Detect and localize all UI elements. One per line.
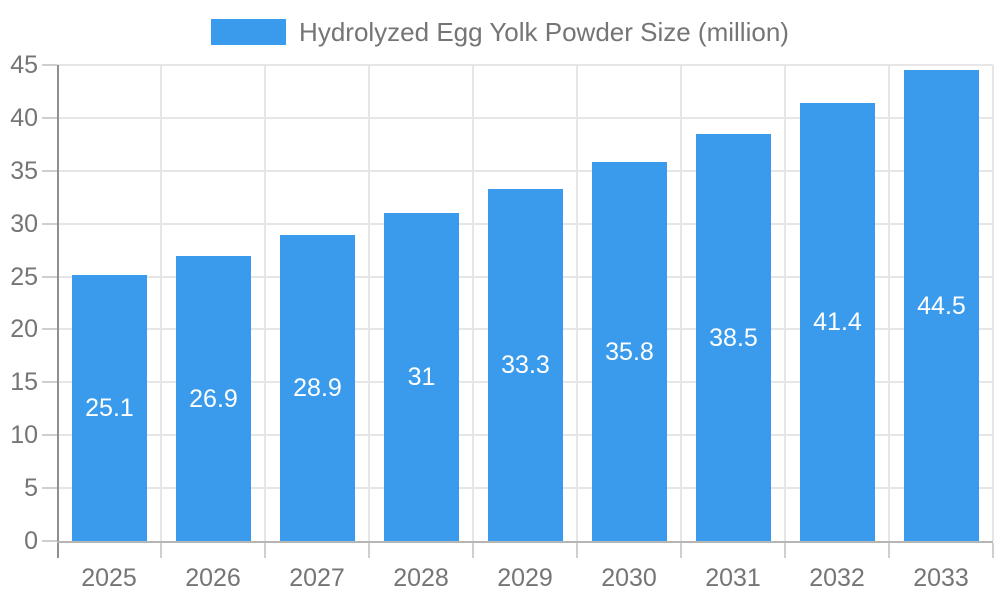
y-axis-label: 45 [10, 51, 38, 79]
x-axis-line [57, 541, 993, 543]
y-axis-label: 15 [10, 368, 38, 396]
x-axis-label-2028: 2028 [393, 564, 449, 592]
y-axis-label: 5 [24, 474, 38, 502]
bar-2028[interactable]: 31 [384, 213, 459, 541]
x-gridline [992, 65, 994, 541]
x-gridline [264, 65, 266, 541]
x-gridline [160, 65, 162, 541]
bar-value-label: 25.1 [85, 394, 134, 422]
legend: Hydrolyzed Egg Yolk Powder Size (million… [0, 19, 1000, 45]
x-axis-label-2026: 2026 [185, 564, 241, 592]
bar-2030[interactable]: 35.8 [592, 162, 667, 541]
y-axis-tick [42, 170, 57, 172]
y-axis-tick [42, 276, 57, 278]
x-gridline [472, 65, 474, 541]
y-axis-tick [42, 540, 57, 542]
bar-value-label: 26.9 [189, 384, 238, 413]
bar-value-label: 41.4 [813, 308, 862, 336]
y-axis-tick [42, 434, 57, 436]
y-axis-tick [42, 117, 57, 119]
y-axis-tick [42, 487, 57, 489]
x-axis-label-2029: 2029 [497, 564, 553, 592]
legend-swatch-icon [211, 19, 287, 45]
x-axis-label-2032: 2032 [809, 564, 865, 592]
y-gridline [57, 117, 993, 119]
bar-2026[interactable]: 26.9 [176, 256, 251, 541]
legend-item[interactable]: Hydrolyzed Egg Yolk Powder Size (million… [211, 19, 789, 45]
x-axis-tick [160, 543, 162, 558]
x-axis-tick [368, 543, 370, 558]
bar-value-label: 38.5 [709, 323, 758, 352]
x-axis-label-2030: 2030 [601, 564, 657, 592]
bar-value-label: 33.3 [501, 351, 550, 379]
x-gridline [680, 65, 682, 541]
y-axis-label: 35 [10, 157, 38, 185]
y-axis-label: 20 [10, 315, 38, 343]
y-axis-tick [42, 64, 57, 66]
bar-2027[interactable]: 28.9 [280, 235, 355, 541]
x-axis-label-2033: 2033 [913, 564, 969, 592]
y-axis-label: 10 [10, 421, 38, 449]
x-axis-label-2025: 2025 [81, 564, 137, 592]
bar-2031[interactable]: 38.5 [696, 134, 771, 541]
y-gridline [57, 64, 993, 66]
y-gridline [57, 170, 993, 172]
legend-label: Hydrolyzed Egg Yolk Powder Size (million… [299, 17, 789, 47]
bar-value-label: 31 [407, 363, 436, 391]
x-gridline [784, 65, 786, 541]
bar-value-label: 35.8 [605, 337, 654, 366]
x-axis-tick [888, 543, 890, 558]
x-axis-tick [576, 543, 578, 558]
bar-2033[interactable]: 44.5 [904, 70, 979, 541]
x-gridline [576, 65, 578, 541]
y-axis-label: 0 [24, 527, 38, 555]
bar-2025[interactable]: 25.1 [72, 275, 147, 541]
x-gridline [888, 65, 890, 541]
x-gridline [368, 65, 370, 541]
x-axis-tick [472, 543, 474, 558]
x-axis-tick [784, 543, 786, 558]
x-axis-tick [264, 543, 266, 558]
x-axis-tick [680, 543, 682, 558]
y-axis-label: 30 [10, 210, 38, 238]
bar-value-label: 44.5 [917, 291, 966, 320]
y-axis-label: 40 [10, 104, 38, 132]
y-axis-line [57, 65, 59, 558]
x-axis-label-2031: 2031 [705, 564, 761, 592]
x-axis-tick [992, 543, 994, 558]
x-axis-label-2027: 2027 [289, 564, 345, 592]
y-axis-label: 25 [10, 263, 38, 291]
y-axis-tick [42, 328, 57, 330]
bar-2032[interactable]: 41.4 [800, 103, 875, 541]
bar-value-label: 28.9 [293, 374, 342, 402]
y-axis-tick [42, 381, 57, 383]
bar-2029[interactable]: 33.3 [488, 189, 563, 541]
y-axis-tick [42, 223, 57, 225]
